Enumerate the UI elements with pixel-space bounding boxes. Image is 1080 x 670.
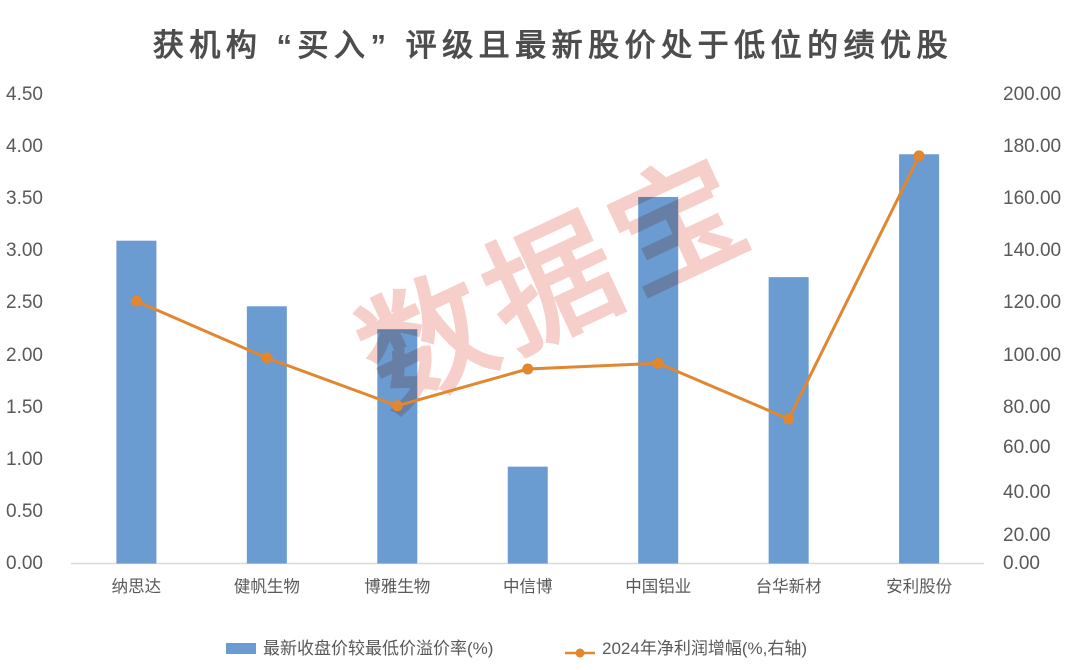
- svg-text:数据宝: 数据宝: [339, 131, 775, 436]
